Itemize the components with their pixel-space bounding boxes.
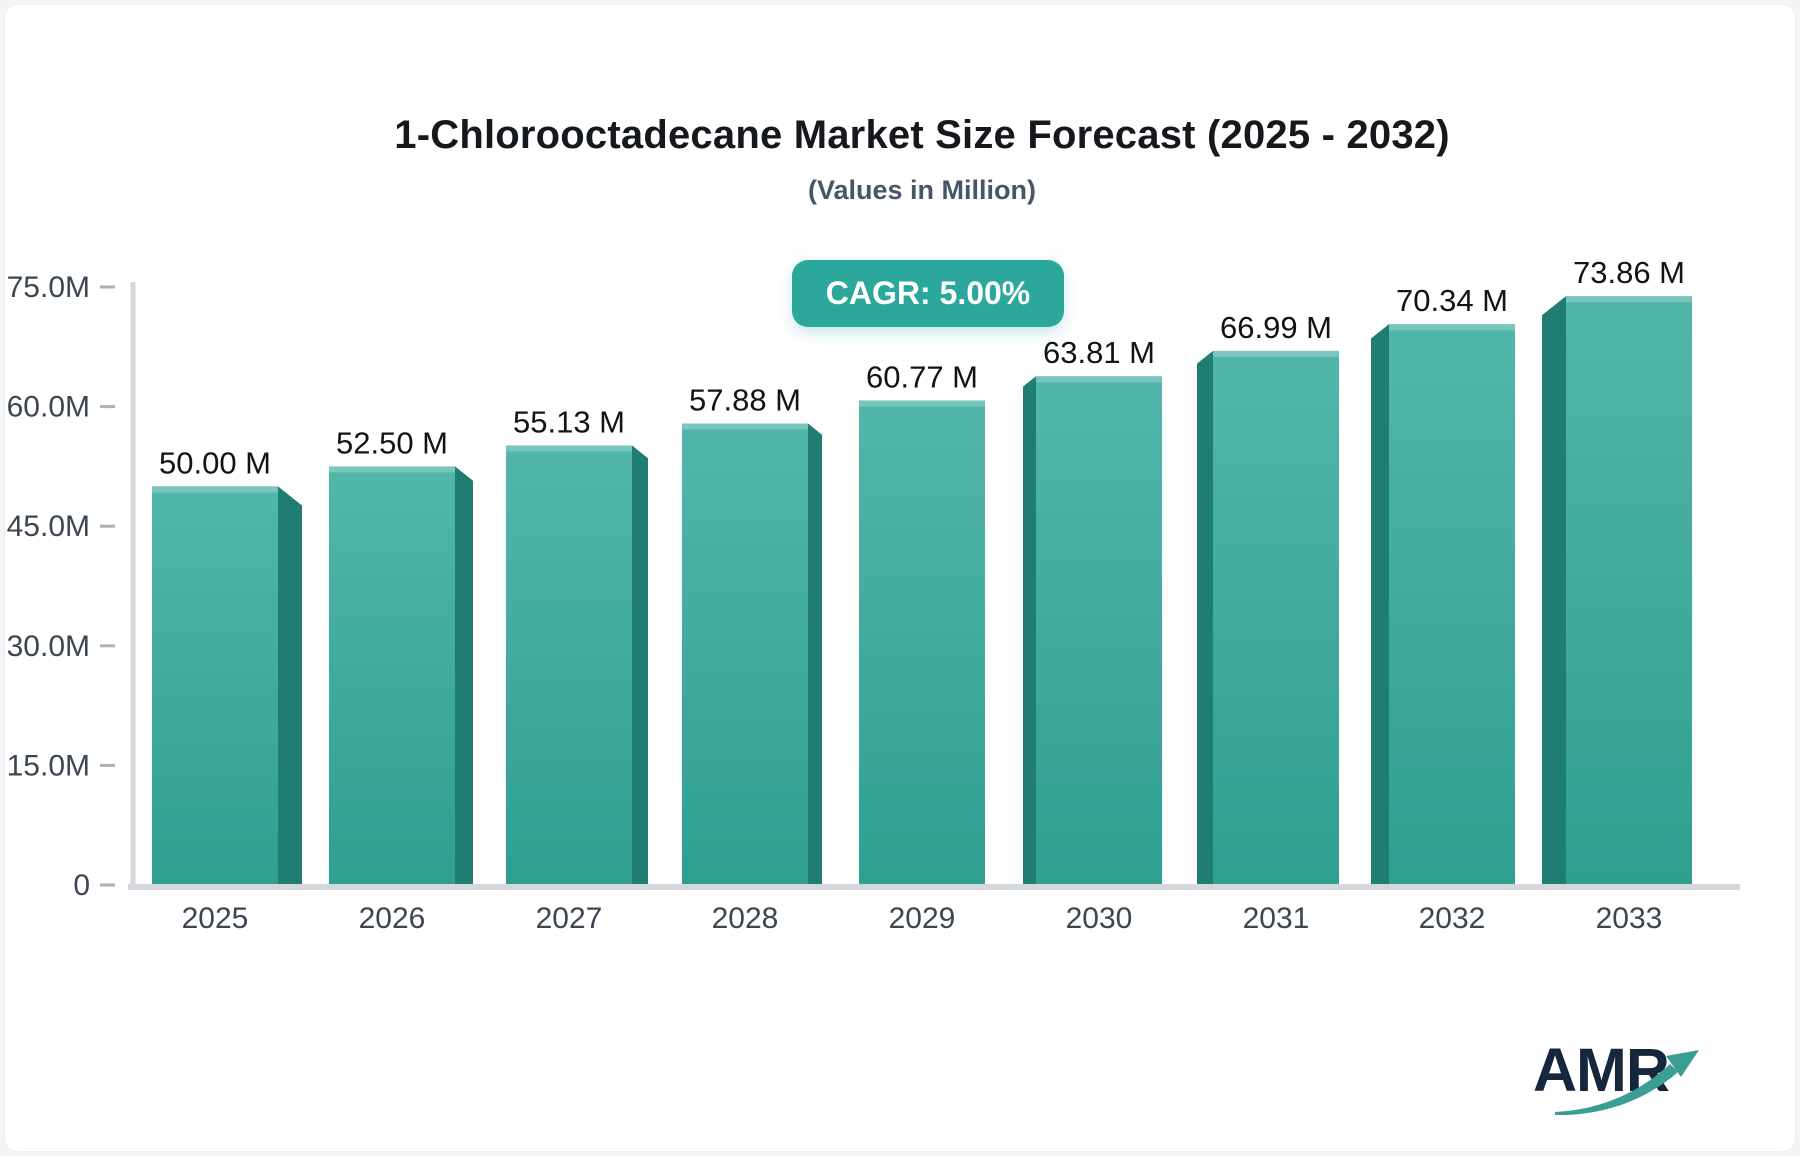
bar-2032 bbox=[1389, 324, 1515, 885]
cagr-badge-label: CAGR: 5.00% bbox=[825, 275, 1031, 311]
x-tick-label-2030: 2030 bbox=[1066, 902, 1133, 935]
bar-value-label-2028: 57.88 M bbox=[689, 383, 801, 418]
bar-top-highlight-2029 bbox=[859, 400, 985, 407]
x-tick-label-2029: 2029 bbox=[889, 902, 956, 935]
amr-logo: AMR bbox=[1533, 1036, 1699, 1116]
bar-side-2028 bbox=[808, 423, 822, 885]
bar-top-highlight-2030 bbox=[1036, 376, 1162, 383]
bar-side-2030 bbox=[1023, 376, 1036, 885]
bar-value-label-2032: 70.34 M bbox=[1396, 283, 1508, 318]
x-tick-label-2028: 2028 bbox=[712, 902, 779, 935]
bar-top-highlight-2026 bbox=[329, 466, 455, 473]
bar-top-highlight-2028 bbox=[682, 423, 808, 430]
bar-side-2033 bbox=[1542, 296, 1566, 885]
y-tick-label-60.0M: 60.0M bbox=[7, 391, 90, 424]
x-tick-label-2033: 2033 bbox=[1596, 902, 1663, 935]
y-tick-label-15.0M: 15.0M bbox=[7, 749, 90, 782]
bar-2033 bbox=[1566, 296, 1692, 885]
bar-2031 bbox=[1213, 350, 1339, 885]
bar-side-2026 bbox=[455, 466, 473, 885]
bar-value-label-2029: 60.77 M bbox=[866, 359, 978, 394]
chart-title: 1-Chlorooctadecane Market Size Forecast … bbox=[394, 113, 1450, 157]
bar-value-label-2025: 50.00 M bbox=[159, 445, 271, 480]
chart-subtitle: (Values in Million) bbox=[807, 175, 1037, 205]
bar-value-label-2031: 66.99 M bbox=[1220, 310, 1332, 345]
bar-top-highlight-2027 bbox=[506, 445, 632, 452]
bar-value-label-2027: 55.13 M bbox=[513, 404, 625, 439]
x-tick-label-2032: 2032 bbox=[1419, 902, 1486, 935]
amr-logo-text: AMR bbox=[1533, 1036, 1669, 1104]
y-tick-label-45.0M: 45.0M bbox=[7, 510, 90, 543]
bar-2030 bbox=[1036, 376, 1162, 885]
y-tick-label-75.0M: 75.0M bbox=[7, 271, 90, 304]
bar-side-2031 bbox=[1197, 350, 1213, 885]
bar-side-2027 bbox=[632, 445, 648, 885]
bar-value-label-2026: 52.50 M bbox=[336, 425, 448, 460]
bar-chart: 50.00 M 52.50 M 55.13 M 57.88 M 60.77 M 63.81… bbox=[7, 255, 1740, 935]
bar-side-2032 bbox=[1371, 324, 1389, 885]
bar-side-2025 bbox=[278, 486, 302, 885]
amr-logo-arrowhead-icon bbox=[1666, 1050, 1699, 1077]
bar-value-label-2030: 63.81 M bbox=[1043, 335, 1155, 370]
bar-2028 bbox=[682, 423, 808, 885]
amr-logo-arrow-icon bbox=[1555, 1064, 1678, 1116]
x-tick-label-2026: 2026 bbox=[359, 902, 426, 935]
y-tick-label-30.0M: 30.0M bbox=[7, 630, 90, 663]
cagr-badge: CAGR: 5.00% bbox=[792, 260, 1064, 327]
bar-top-highlight-2031 bbox=[1213, 350, 1339, 357]
bar-value-label-2033: 73.86 M bbox=[1573, 255, 1685, 290]
bar-2026 bbox=[329, 466, 455, 885]
bar-2025 bbox=[152, 486, 278, 885]
x-tick-label-2025: 2025 bbox=[182, 902, 249, 935]
bar-2027 bbox=[506, 445, 632, 885]
bar-top-highlight-2033 bbox=[1566, 296, 1692, 303]
y-tick-label-0: 0 bbox=[73, 869, 90, 902]
chart-card: 1-Chlorooctadecane Market Size Forecast … bbox=[5, 5, 1795, 1151]
bar-top-highlight-2025 bbox=[152, 486, 278, 493]
x-tick-label-2031: 2031 bbox=[1243, 902, 1310, 935]
bar-2029 bbox=[859, 400, 985, 885]
bar-top-highlight-2032 bbox=[1389, 324, 1515, 331]
x-tick-label-2027: 2027 bbox=[536, 902, 603, 935]
